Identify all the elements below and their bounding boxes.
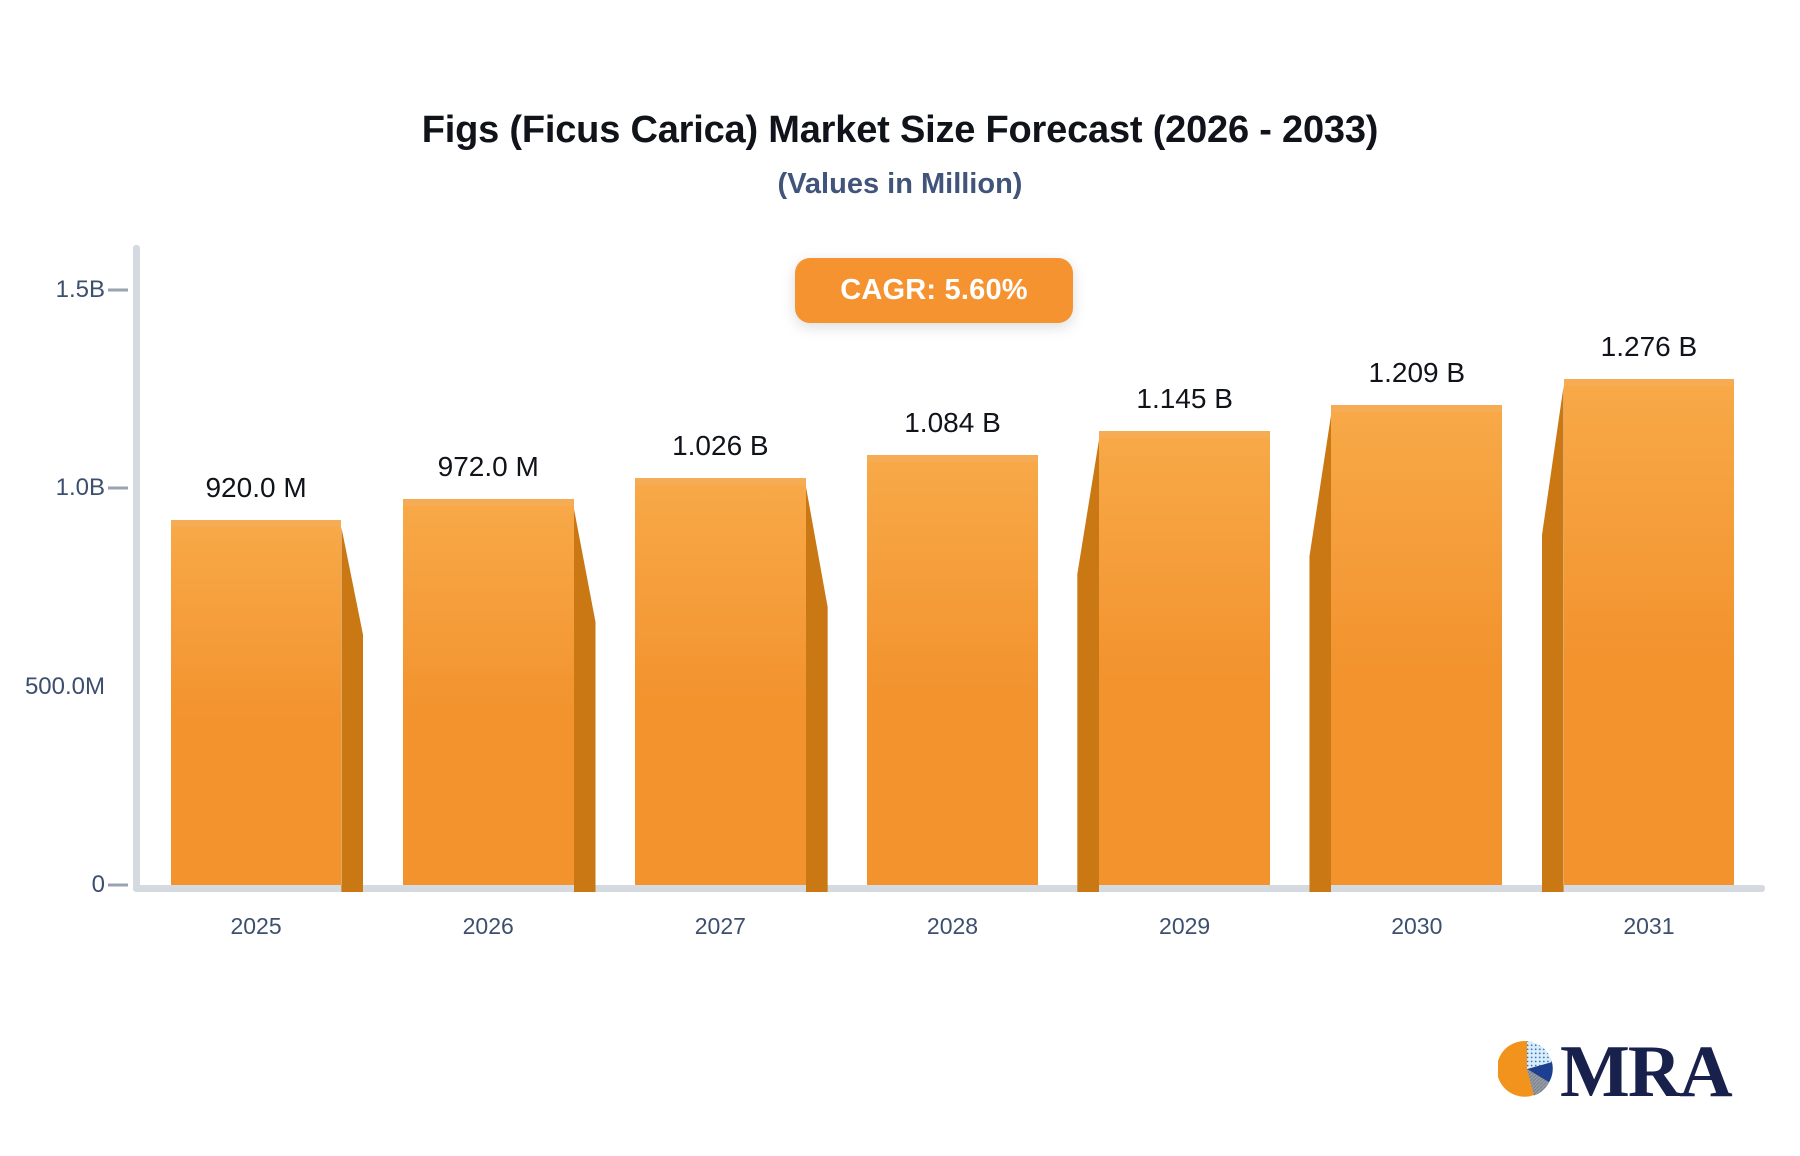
bar-value-label: 1.276 B [1600,330,1698,362]
x-axis-tick-label: 2031 [1623,913,1675,939]
x-axis-tick-label: 2030 [1391,913,1443,939]
bar-front-face [170,520,342,885]
title-block: Figs (Ficus Carica) Market Size Forecast… [0,108,1800,201]
bar-value-label: 1.026 B [672,430,769,462]
bar-side-face [1077,437,1100,892]
bar-side-face [1309,412,1332,892]
x-axis-tick-label: 2028 [926,913,979,939]
y-axis-line [133,245,140,888]
bar-side-face [341,527,364,892]
bar-front-face [1563,378,1735,885]
cagr-badge-label: CAGR: 5.60% [840,274,1028,306]
logo-text: MRA [1560,1031,1733,1113]
y-axis-tick-label: 1.0B [55,474,105,502]
y-axis-tick-label: 0 [91,871,105,898]
x-axis-line [133,885,1765,892]
bar-top-face [402,499,574,507]
bar-front-face [402,499,574,885]
x-axis-tick-label: 2026 [462,913,514,939]
bar-value-label: 1.209 B [1368,357,1466,389]
bar-value-label: 1.145 B [1136,382,1233,414]
logo: MRA [1496,1031,1733,1124]
bar-side-face [573,506,596,892]
bar-side-face [805,485,828,892]
chart-subtitle: (Values in Million) [777,167,1023,200]
bar-top-face [1099,430,1270,438]
bar-top-face [1563,378,1735,386]
bar-side-face [1541,385,1564,892]
y-axis-tick-label: 1.5B [55,276,105,303]
y-axis-tick-mark [108,288,128,292]
bar-value-label: 972.0 M [437,451,539,483]
bar-value-label: 1.084 B [904,407,1001,438]
cagr-badge: CAGR: 5.60% [795,258,1073,323]
page-title: Figs (Ficus Carica) Market Size Forecast… [421,109,1379,151]
bar-front-face [867,455,1038,885]
y-axis-tick-mark [108,883,128,887]
bar-top-face [1331,405,1503,413]
bar-top-face [170,520,342,528]
mra-pie-icon [1496,1040,1556,1103]
bar-front-face [1331,405,1503,885]
bar-value-label: 920.0 M [205,472,307,504]
x-axis-tick-label: 2029 [1159,913,1211,939]
bar-front-face [635,478,806,885]
y-axis-tick-label: 500.0M [24,672,105,700]
bar-top-face [867,455,1038,462]
bar-top-face [635,478,806,486]
x-axis-tick-label: 2027 [694,913,746,939]
x-axis-tick-label: 2025 [230,913,282,939]
bar-front-face [1099,430,1270,885]
y-axis-tick-mark [108,486,128,490]
